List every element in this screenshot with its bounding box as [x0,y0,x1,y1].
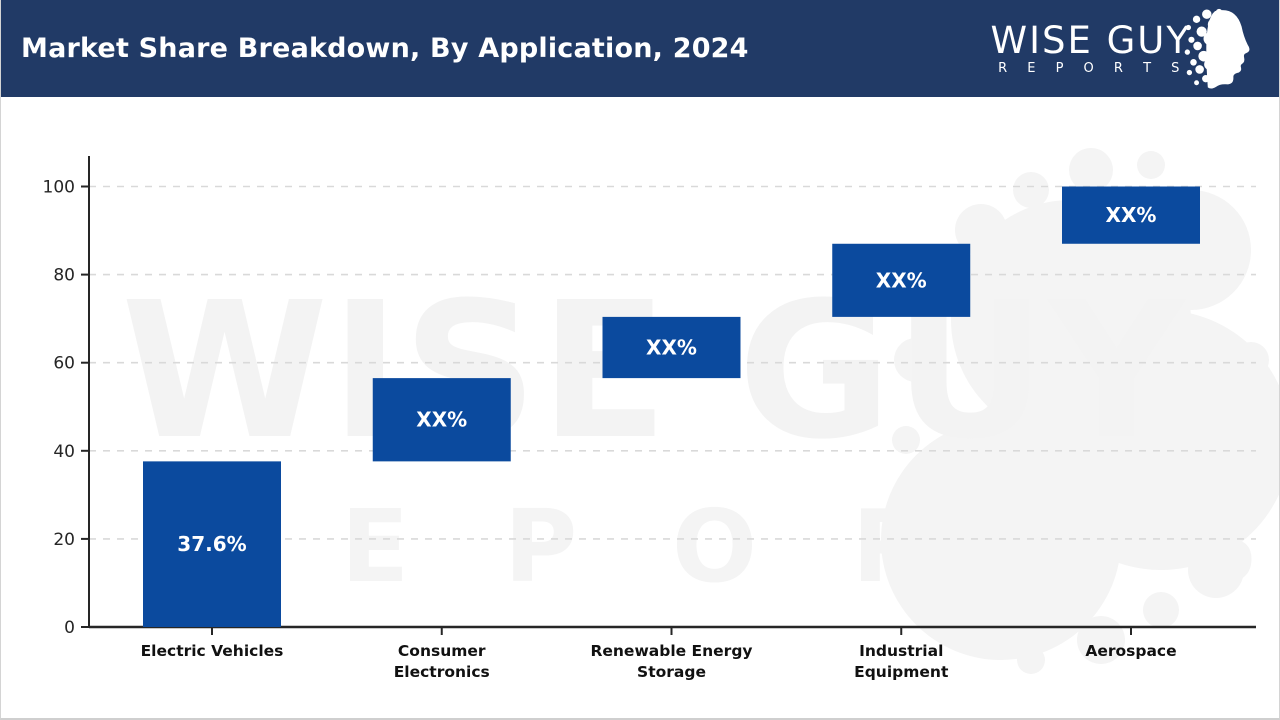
y-tick-label: 20 [53,530,75,550]
bar-value-label: XX% [1106,203,1157,227]
bar-value-label: XX% [876,268,927,292]
x-tick-label: Consumer [398,642,486,660]
x-tick-label: Storage [637,663,706,681]
x-tick-label: Aerospace [1085,642,1176,660]
x-tick-label: Electronics [394,663,490,681]
logo-subtitle: R E P O R T S [998,60,1188,76]
logo-wordmark: WISE GUY [990,18,1191,62]
bar-renewable-energy-storage [602,316,741,379]
x-tick-label: Renewable Energy [590,642,752,660]
y-tick-label: 60 [53,354,75,374]
bar-electric-vehicles [143,461,281,627]
bar-consumer-electronics [372,378,511,462]
x-tick-label: Industrial [859,642,943,660]
chart-title: Market Share Breakdown, By Application, … [21,33,749,64]
y-tick-label: 0 [64,618,75,638]
x-tick-label: Electric Vehicles [141,642,284,660]
bar-industrial-equipment [832,243,971,317]
bar-value-label: 37.6% [177,532,246,556]
dotted-face-profile-icon [1184,8,1250,89]
y-tick-label: 80 [53,266,75,286]
header: Market Share Breakdown, By Application, … [1,0,1279,97]
logo-text: WISE GUY R E P O R T S [991,22,1191,76]
x-tick-label: Equipment [854,663,949,681]
y-tick-label: 100 [43,178,75,198]
wiseguy-logo: WISE GUY R E P O R T S [991,0,1255,97]
y-tick-label: 40 [53,442,75,462]
bar-value-label: XX% [646,336,697,360]
bar-value-label: XX% [416,408,467,432]
